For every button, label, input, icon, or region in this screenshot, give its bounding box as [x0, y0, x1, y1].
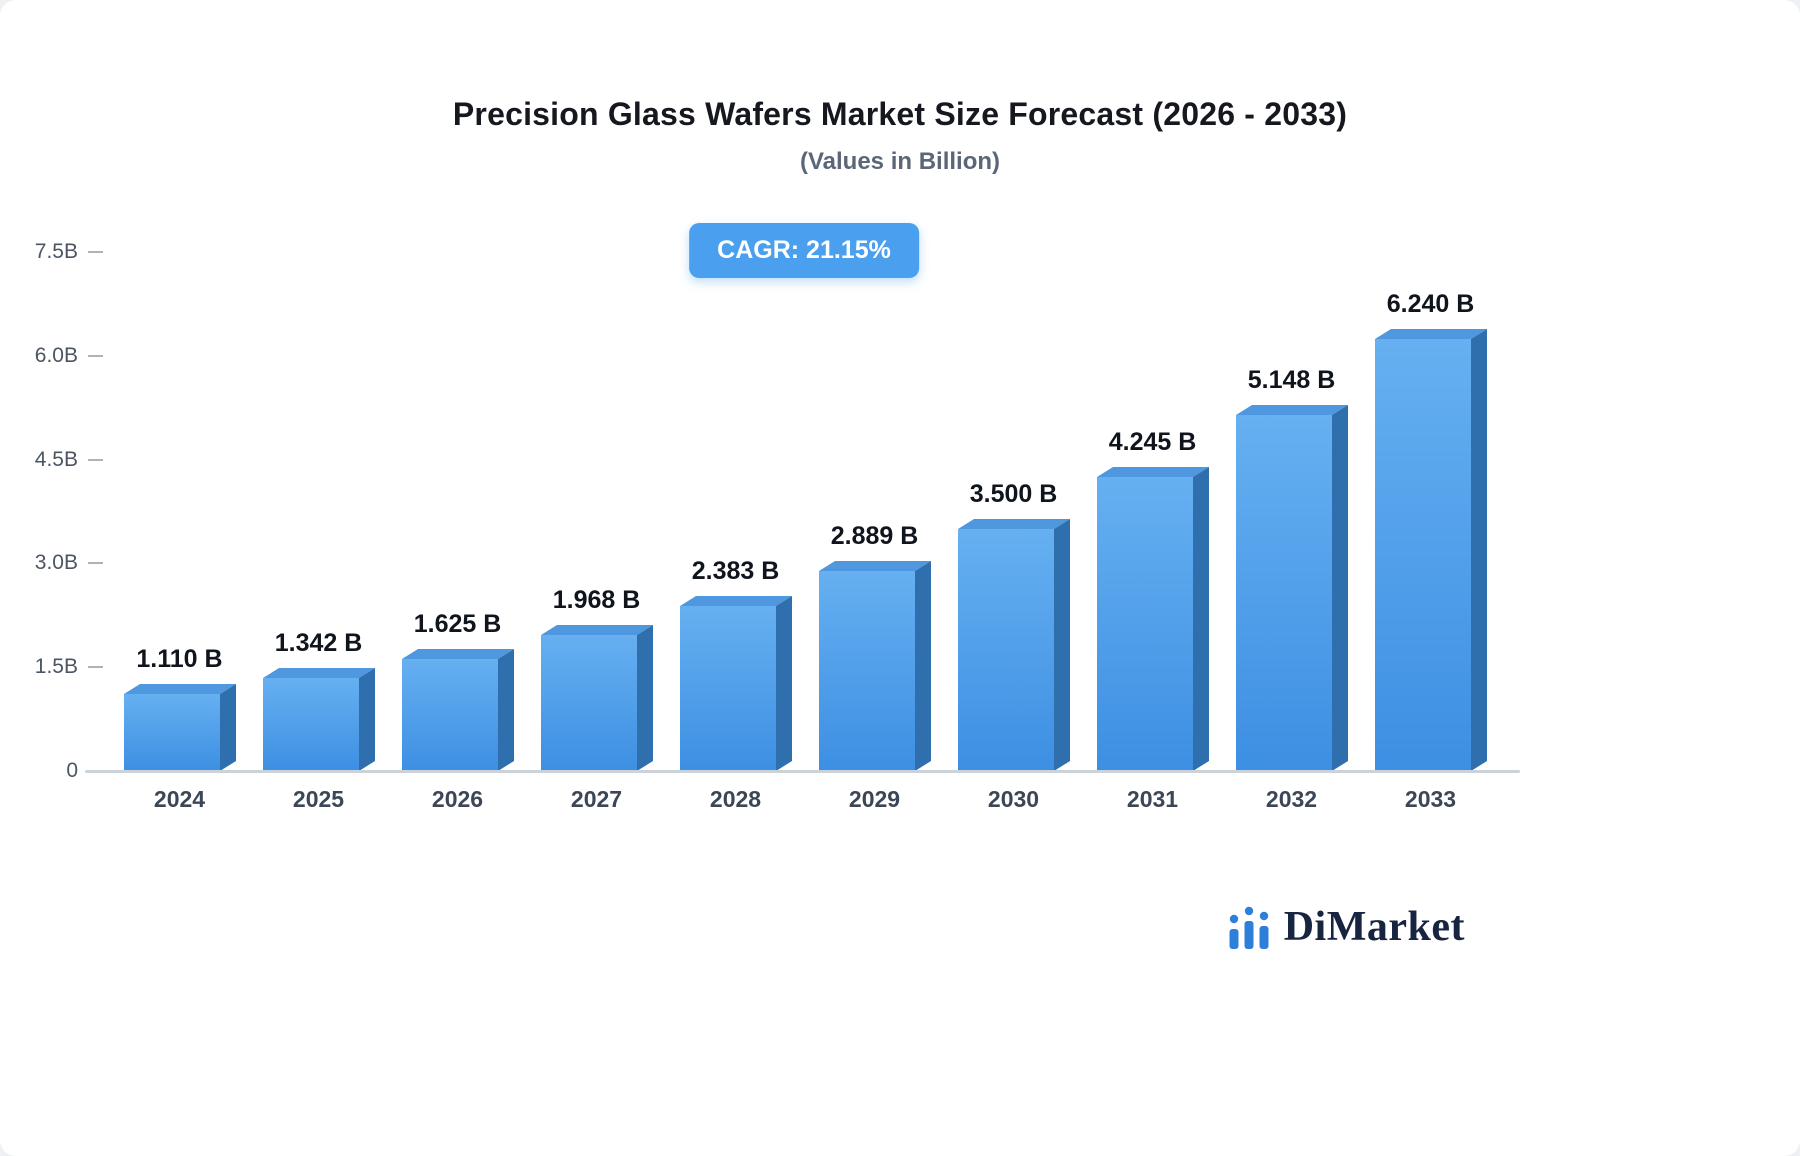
bar-value-label: 2.383 B [691, 557, 780, 585]
cagr-badge: CAGR: 21.15% [689, 223, 919, 278]
brand-logo: DiMarket [1226, 903, 1465, 951]
bar-3d [1235, 405, 1348, 771]
y-axis-label: 6.0B [34, 343, 78, 367]
bar-value-label: 1.625 B [413, 610, 502, 638]
y-axis-label: 7.5B [34, 240, 78, 263]
bars-row: 1.110 B 1.342 B 1.625 B 1.968 B 2.383 B 2.889… [110, 252, 1500, 771]
bar-value-label: 3.500 B [969, 480, 1058, 508]
y-axis-label: 3.0B [34, 551, 78, 575]
bar-group: 1.342 B [249, 629, 388, 771]
y-axis-label: 4.5B [34, 447, 78, 471]
bar-3d [401, 649, 514, 771]
x-axis-label: 2025 [292, 786, 345, 812]
x-axis-label: 2028 [709, 786, 762, 812]
bar-group: 1.968 B [527, 586, 666, 771]
x-axis-label: 2032 [1265, 786, 1318, 812]
bar-value-label: 1.110 B [136, 645, 223, 673]
bar-group: 3.500 B [944, 480, 1083, 771]
bar-value-label: 1.968 B [552, 586, 641, 614]
y-axis-label: 0 [66, 759, 78, 782]
bar-value-label: 1.342 B [274, 629, 363, 657]
bar-3d [957, 519, 1070, 771]
bar-group: 2.889 B [805, 522, 944, 771]
x-axis-line [85, 770, 1520, 773]
bar-group: 1.110 B [110, 645, 249, 771]
bar-group: 1.625 B [388, 610, 527, 771]
bar-group: 2.383 B [666, 557, 805, 771]
x-axis-label: 2027 [570, 786, 623, 812]
y-axis-tick [88, 354, 103, 357]
brand-name: DiMarket [1283, 904, 1465, 950]
y-axis-tick [88, 458, 103, 461]
bar-3d [679, 596, 792, 771]
bar-chart-icon-shapes [1229, 906, 1269, 949]
bar-3d [1374, 329, 1487, 771]
bar-group: 5.148 B [1222, 366, 1361, 771]
y-axis: 0 1.5B 3.0B 4.5B 6.0B 7.5B [0, 240, 110, 782]
bar-3d [540, 625, 653, 771]
x-axis-label: 2033 [1404, 786, 1457, 812]
x-axis-label: 2030 [987, 786, 1040, 812]
bar-group: 6.240 B [1361, 290, 1500, 771]
x-axis-labels: 2024 2025 2026 2027 2028 2029 2030 2031 2032 2033 [110, 786, 1500, 813]
bar-value-label: 5.148 B [1247, 366, 1336, 394]
bar-group: 4.245 B [1083, 428, 1222, 771]
y-axis-tick [88, 666, 103, 669]
x-axis-label: 2024 [153, 786, 206, 812]
bar-value-label: 6.240 B [1386, 290, 1475, 318]
x-axis-label: 2029 [848, 786, 901, 812]
bar-3d [1096, 467, 1209, 771]
bar-3d [262, 668, 375, 771]
bar-chart-icon [1229, 906, 1269, 949]
page-title: Precision Glass Wafers Market Size Forec… [452, 96, 1348, 132]
x-axis-label: 2026 [431, 786, 484, 812]
bar-value-label: 2.889 B [830, 522, 919, 550]
y-axis-tick [88, 251, 103, 253]
bar-value-label: 4.245 B [1108, 428, 1197, 456]
page-subtitle: (Values in Billion) [799, 148, 1001, 175]
y-axis-tick [88, 562, 103, 565]
bar-3d [123, 684, 236, 771]
plot-area: 1.110 B 1.342 B 1.625 B 1.968 B 2.383 B 2.889… [110, 252, 1500, 771]
bar-3d [818, 561, 931, 771]
y-axis-label: 1.5B [34, 655, 78, 679]
x-axis-label: 2031 [1126, 786, 1179, 812]
